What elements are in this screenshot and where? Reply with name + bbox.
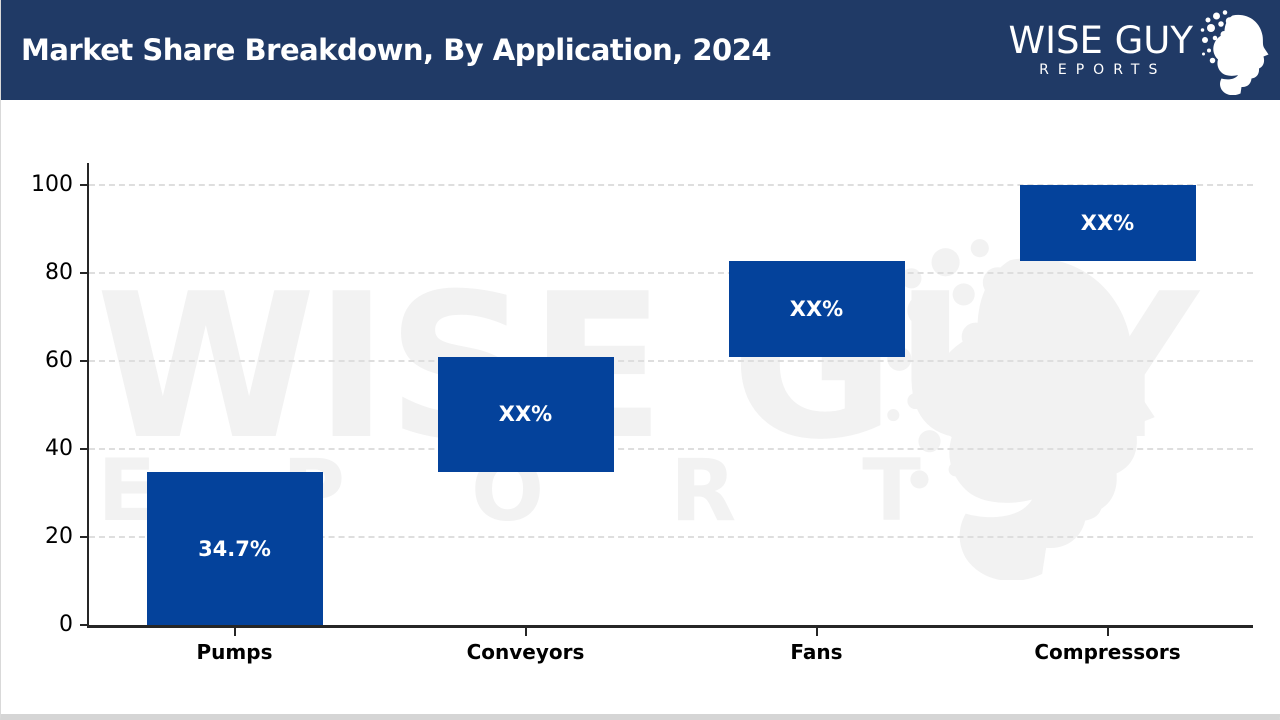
y-tick-mark <box>80 272 89 274</box>
y-tick-mark <box>80 624 89 626</box>
bar <box>1019 185 1196 261</box>
plot-area: 0 20 40 60 80 100 34.7% Pumps XX% Conveyors XX% Fan… <box>1 100 1280 716</box>
watermark-head-icon <box>882 239 1155 580</box>
brand-logo: WISE GUY REPORTS <box>1009 0 1275 100</box>
chart-title: Market Share Breakdown, By Application, … <box>21 33 772 67</box>
y-tick-mark <box>80 448 89 450</box>
brand-head-icon <box>1200 10 1269 95</box>
brand-text: WISE GUY REPORTS <box>1009 22 1193 78</box>
y-tick-mark <box>80 536 89 538</box>
bar-value-label: XX% <box>789 296 844 321</box>
gridline <box>89 184 1253 186</box>
footer-strip <box>1 714 1280 717</box>
header: Market Share Breakdown, By Application, … <box>1 0 1280 100</box>
gridline <box>89 272 1253 274</box>
y-tick-label: 80 <box>45 260 73 285</box>
bar <box>437 356 614 473</box>
y-tick-label: 0 <box>59 612 73 637</box>
x-tick-label: Conveyors <box>466 640 585 664</box>
x-tick-label: Fans <box>790 640 843 664</box>
x-tick-mark <box>815 628 818 636</box>
x-tick-label: Pumps <box>196 640 273 664</box>
y-tick-label: 40 <box>45 436 73 461</box>
gridline <box>89 536 1253 538</box>
brand-subtitle: REPORTS <box>1039 62 1167 78</box>
bar <box>146 472 323 625</box>
y-tick-label: 60 <box>45 348 73 373</box>
y-tick-mark <box>80 360 89 362</box>
y-tick-mark <box>80 184 89 186</box>
y-axis-line <box>87 163 89 628</box>
x-tick-mark <box>524 628 527 636</box>
x-tick-mark <box>1106 628 1109 636</box>
x-tick-label: Compressors <box>1034 640 1181 664</box>
gridline <box>89 360 1253 362</box>
bar <box>728 260 905 357</box>
bar-value-label: XX% <box>498 402 553 427</box>
bar-value-label: 34.7% <box>198 536 271 561</box>
gridline <box>89 448 1253 450</box>
y-tick-label: 20 <box>45 524 73 549</box>
x-tick-mark <box>233 628 236 636</box>
y-tick-label: 100 <box>31 172 73 197</box>
x-axis-line <box>87 625 1253 628</box>
bar-value-label: XX% <box>1080 210 1135 235</box>
chart-area: WISE GUY R E P O R T S 0 20 40 60 80 100 34.7%… <box>1 100 1280 716</box>
brand-name: WISE GUY <box>1008 19 1193 62</box>
